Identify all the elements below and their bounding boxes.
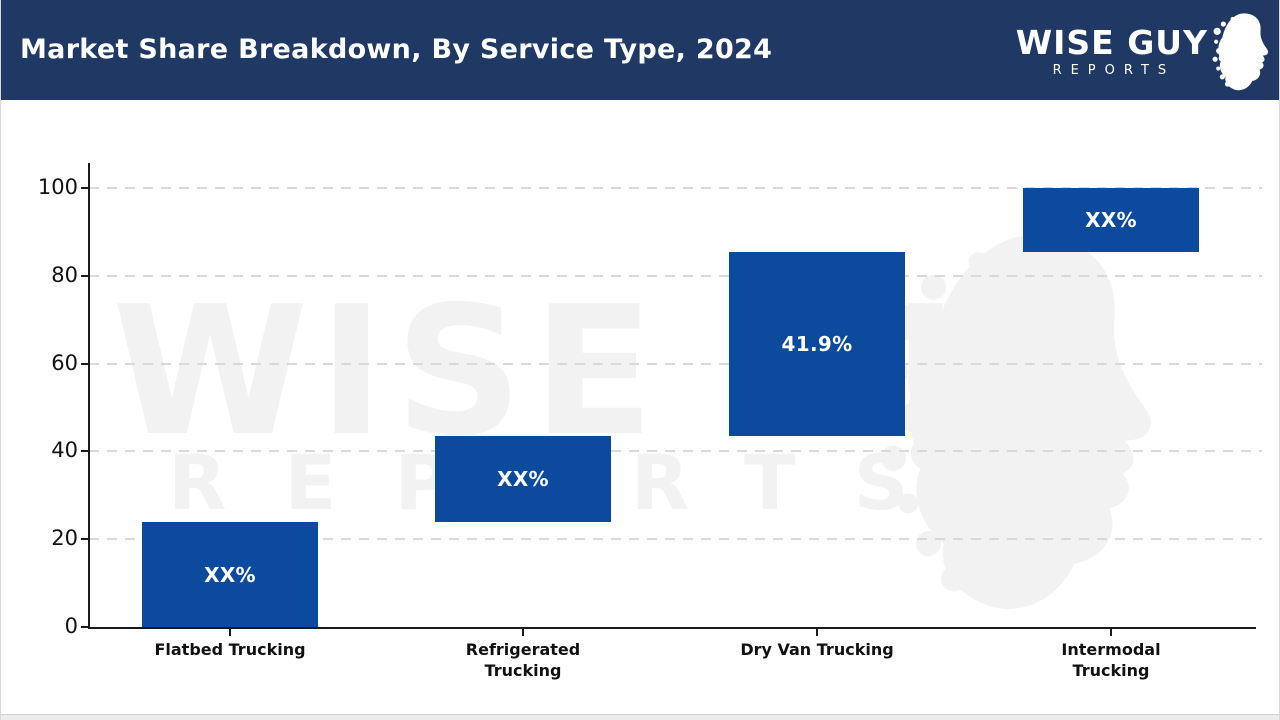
header-banner: Market Share Breakdown, By Service Type,… [0,0,1280,100]
gridline [89,274,1262,277]
y-tick-label: 0 [64,614,78,638]
category-label-line: Intermodal [1061,640,1161,659]
logo-text: WISE GUY REPORTS [1016,25,1208,79]
bar-value-label: XX% [1085,208,1137,233]
wiseguy-logo: WISE GUY REPORTS [1016,8,1274,96]
category-label-line: Trucking [1072,661,1150,680]
bar-value-label: 41.9% [781,332,853,357]
y-tick-mark [81,538,88,541]
category-label-line: Flatbed Trucking [154,640,306,659]
y-tick-mark [81,626,88,628]
category-label-line: Refrigerated [465,640,581,659]
y-tick-mark [81,450,88,453]
x-tick-mark [522,629,524,636]
y-axis-line [88,163,90,629]
logo-brand-name: WISE GUY [1015,23,1208,62]
category-label: Intermodal Trucking [981,639,1241,681]
y-tick-label: 20 [51,526,78,551]
bar-value-label: XX% [204,562,256,587]
face-profile-icon [1212,13,1269,91]
logo-brand-subtitle: REPORTS [1052,63,1176,78]
category-label-line: Trucking [484,661,562,680]
y-tick-mark [81,362,88,365]
category-label: Refrigerated Trucking [393,639,653,681]
gridline [89,450,1262,453]
bar: XX% [1023,188,1199,253]
y-tick-label: 40 [51,438,78,463]
x-tick-mark [816,629,818,636]
category-label: Flatbed Trucking [100,639,360,660]
y-tick-mark [81,187,88,189]
x-tick-mark [229,629,231,636]
page-title: Market Share Breakdown, By Service Type,… [20,34,773,65]
category-label: Dry Van Trucking [687,639,947,660]
x-axis-line [88,627,1256,629]
y-tick-label: 80 [51,262,78,287]
x-tick-mark [1110,629,1112,636]
bar: 41.9% [729,252,905,437]
gridline [89,362,1262,365]
category-label-line: Dry Van Trucking [740,640,894,659]
y-tick-label: 100 [37,175,78,199]
y-tick-label: 60 [51,350,78,375]
gridline [89,187,1262,189]
bar-value-label: XX% [497,467,549,492]
bar: XX% [435,436,611,523]
y-tick-mark [81,274,88,277]
bar: XX% [142,522,318,627]
bottom-strip [0,714,1280,720]
gridline [89,538,1262,541]
